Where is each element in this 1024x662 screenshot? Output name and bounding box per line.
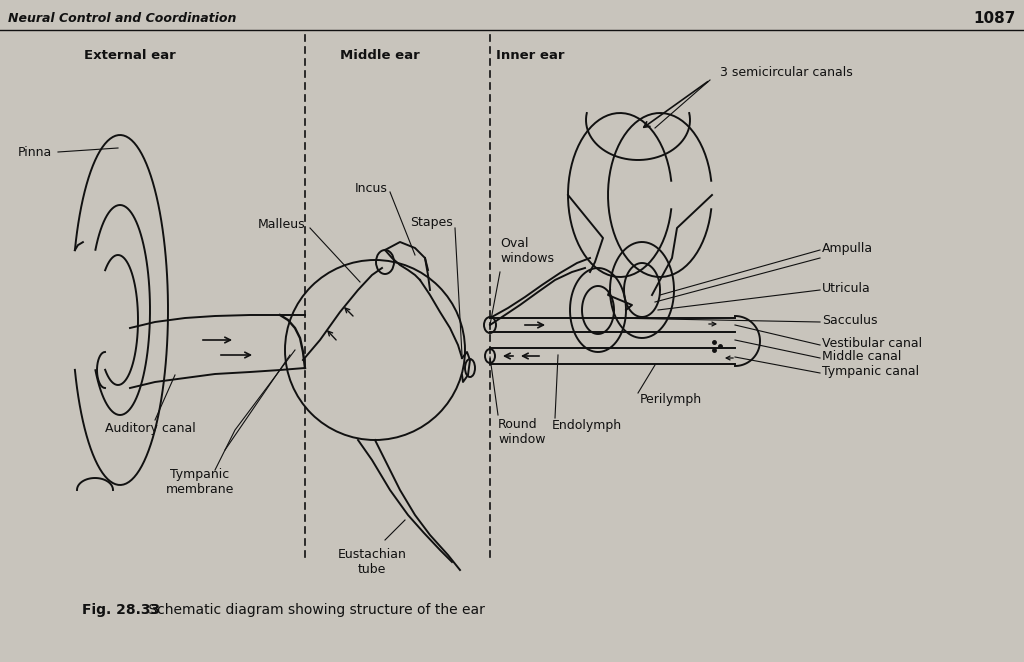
Text: Auditory canal: Auditory canal: [104, 422, 196, 435]
Text: Oval
windows: Oval windows: [500, 237, 554, 265]
Text: Middle ear: Middle ear: [340, 48, 420, 62]
Text: Endolymph: Endolymph: [552, 418, 623, 432]
Text: 1087: 1087: [974, 11, 1016, 26]
Text: Vestibular canal: Vestibular canal: [822, 336, 923, 350]
Text: Middle canal: Middle canal: [822, 350, 901, 363]
Text: External ear: External ear: [84, 48, 176, 62]
Text: Neural Control and Coordination: Neural Control and Coordination: [8, 11, 237, 24]
Text: Ampulla: Ampulla: [822, 242, 873, 254]
Text: Pinna: Pinna: [17, 146, 52, 158]
Text: Perilymph: Perilymph: [640, 393, 702, 406]
Text: Tympanic canal: Tympanic canal: [822, 365, 920, 377]
Text: Schematic diagram showing structure of the ear: Schematic diagram showing structure of t…: [144, 603, 485, 617]
Text: Tympanic
membrane: Tympanic membrane: [166, 468, 234, 496]
Text: Stapes: Stapes: [411, 216, 453, 228]
Text: Round
window: Round window: [498, 418, 546, 446]
Text: Utricula: Utricula: [822, 281, 870, 295]
Text: Fig. 28.33: Fig. 28.33: [82, 603, 160, 617]
Text: 3 semicircular canals: 3 semicircular canals: [720, 66, 853, 79]
Text: Sacculus: Sacculus: [822, 314, 878, 326]
Text: Eustachian
tube: Eustachian tube: [338, 548, 407, 576]
Text: Inner ear: Inner ear: [496, 48, 564, 62]
Text: Incus: Incus: [355, 181, 388, 195]
Text: Malleus: Malleus: [257, 218, 305, 230]
